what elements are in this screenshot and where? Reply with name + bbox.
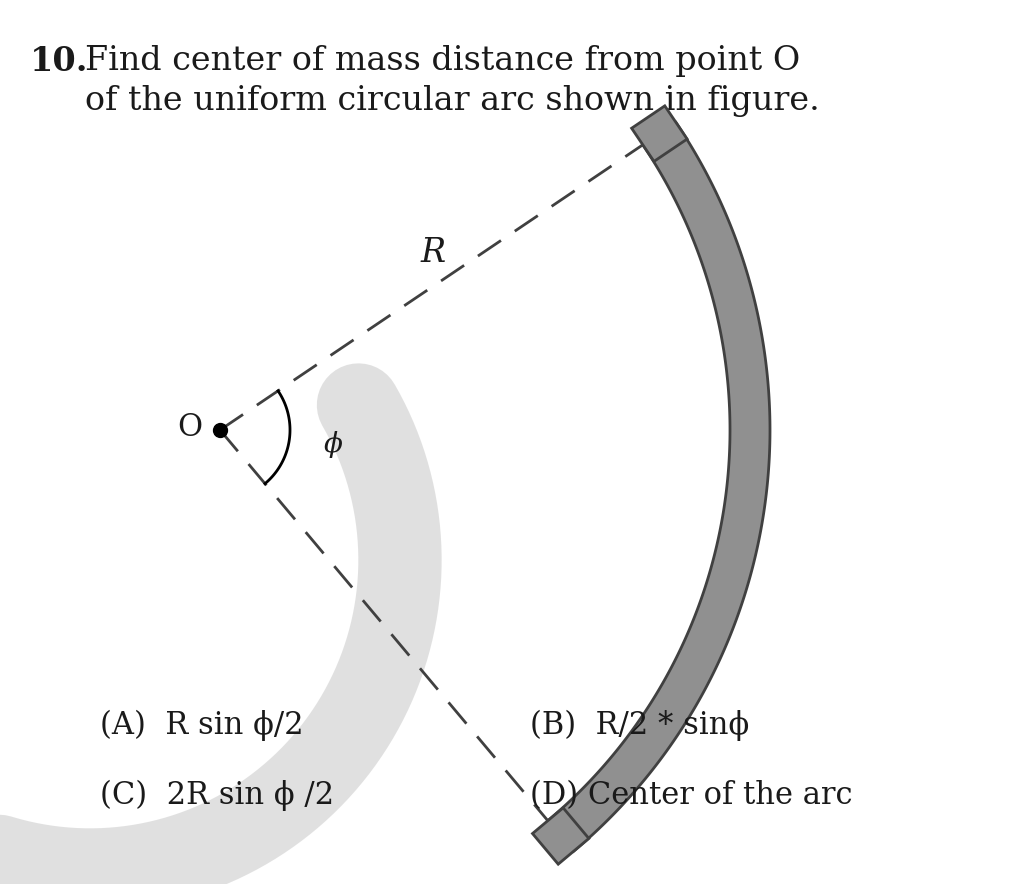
- Polygon shape: [632, 106, 687, 162]
- Text: Find center of mass distance from point O: Find center of mass distance from point …: [85, 45, 800, 77]
- Text: (C)  2R sin ϕ /2: (C) 2R sin ϕ /2: [100, 780, 334, 812]
- Text: (B)  R/2 * sinϕ: (B) R/2 * sinϕ: [530, 710, 750, 741]
- Text: (D) Center of the arc: (D) Center of the arc: [530, 780, 853, 811]
- Text: of the uniform circular arc shown in figure.: of the uniform circular arc shown in fig…: [85, 85, 820, 117]
- Text: 10.: 10.: [30, 45, 88, 78]
- Polygon shape: [548, 123, 770, 851]
- Text: R: R: [420, 237, 445, 269]
- Text: O: O: [177, 413, 202, 444]
- Text: (A)  R sin ϕ/2: (A) R sin ϕ/2: [100, 710, 304, 741]
- Polygon shape: [532, 808, 589, 865]
- Text: ϕ: ϕ: [324, 431, 343, 458]
